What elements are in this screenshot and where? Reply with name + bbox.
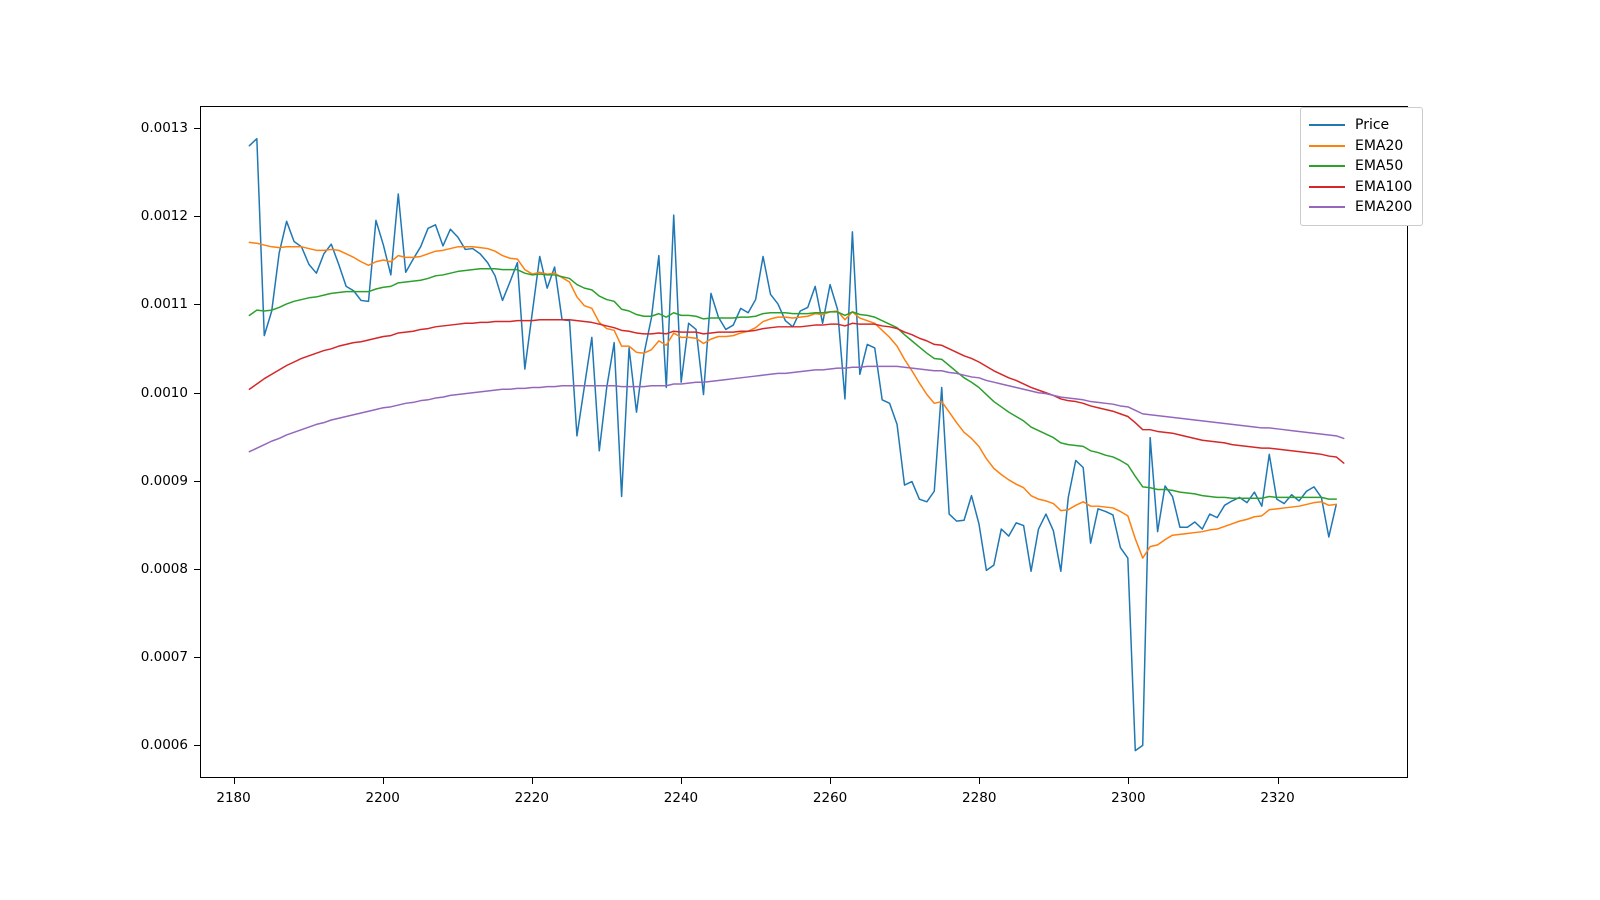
legend-item-ema20: EMA20 <box>1309 136 1412 157</box>
x-tick-mark <box>680 778 682 784</box>
chart-legend: Price EMA20 EMA50 EMA100 EMA200 <box>1300 107 1424 226</box>
x-tick-label: 2200 <box>365 790 400 806</box>
y-tick-label: 0.0013 <box>140 120 188 137</box>
legend-color-swatch <box>1309 206 1345 209</box>
legend-label: Price <box>1355 117 1390 134</box>
legend-item-ema50: EMA50 <box>1309 156 1412 177</box>
x-tick-label: 2300 <box>1111 790 1146 806</box>
plot-axes <box>200 106 1408 778</box>
y-tick-mark <box>194 304 200 306</box>
x-tick-label: 2280 <box>962 790 997 806</box>
series-line-ema100 <box>248 319 1345 464</box>
x-tick-mark <box>233 778 235 784</box>
x-tick-mark <box>979 778 981 784</box>
legend-label: EMA100 <box>1355 178 1413 195</box>
y-tick-mark <box>194 480 200 482</box>
y-tick-label: 0.0006 <box>140 737 188 754</box>
legend-color-swatch <box>1309 124 1345 127</box>
y-tick-label: 0.0011 <box>140 296 188 313</box>
y-tick-mark <box>194 657 200 659</box>
x-tick-mark <box>382 778 384 784</box>
y-tick-mark <box>194 568 200 570</box>
y-tick-label: 0.0010 <box>140 384 188 401</box>
y-tick-label: 0.0012 <box>140 208 188 225</box>
series-canvas <box>248 137 1345 752</box>
legend-color-swatch <box>1309 185 1345 188</box>
y-tick-mark <box>194 216 200 218</box>
legend-label: EMA50 <box>1355 158 1404 175</box>
x-tick-mark <box>1277 778 1279 784</box>
x-tick-mark <box>531 778 533 784</box>
legend-item-price: Price <box>1309 115 1412 136</box>
x-tick-label: 2220 <box>514 790 549 806</box>
x-tick-mark <box>1128 778 1130 784</box>
y-tick-mark <box>194 128 200 130</box>
x-tick-mark <box>830 778 832 784</box>
x-tick-label: 2180 <box>216 790 251 806</box>
legend-label: EMA200 <box>1355 199 1413 216</box>
y-tick-mark <box>194 745 200 747</box>
series-line-ema20 <box>248 241 1338 559</box>
legend-color-swatch <box>1309 165 1345 168</box>
y-tick-label: 0.0008 <box>140 560 188 577</box>
legend-item-ema200: EMA200 <box>1309 197 1412 218</box>
x-tick-label: 2260 <box>812 790 848 806</box>
series-line-ema200 <box>248 365 1345 453</box>
series-line-ema50 <box>248 268 1338 500</box>
legend-color-swatch <box>1309 144 1345 147</box>
y-tick-label: 0.0007 <box>140 649 188 666</box>
legend-label: EMA20 <box>1355 137 1404 154</box>
x-tick-label: 2240 <box>663 790 699 806</box>
x-tick-label: 2320 <box>1260 790 1295 806</box>
y-tick-label: 0.0009 <box>140 472 188 489</box>
legend-item-ema100: EMA100 <box>1309 177 1412 198</box>
series-line-price <box>248 137 1338 752</box>
y-tick-mark <box>194 392 200 394</box>
